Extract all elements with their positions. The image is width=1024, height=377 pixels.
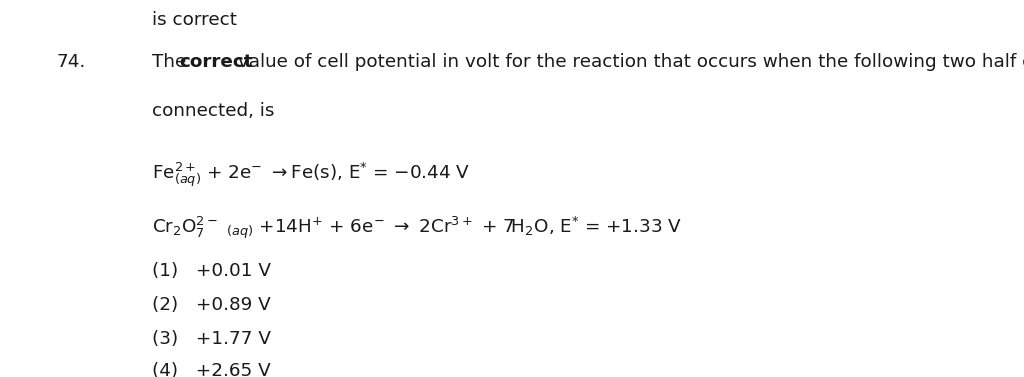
Text: (3)   +1.77 V: (3) +1.77 V xyxy=(152,330,270,348)
Text: (1)   +0.01 V: (1) +0.01 V xyxy=(152,262,270,280)
Text: is correct: is correct xyxy=(152,11,237,29)
Text: value of cell potential in volt for the reaction that occurs when the following : value of cell potential in volt for the … xyxy=(232,53,1024,71)
Text: (4)   +2.65 V: (4) +2.65 V xyxy=(152,362,270,377)
Text: correct: correct xyxy=(179,53,253,71)
Text: 74.: 74. xyxy=(56,53,86,71)
Text: Fe$^{2+}_{(aq)}$ + 2e$^{-}$ $\rightarrow$Fe(s), E$^{*}$ = $-$0.44 V: Fe$^{2+}_{(aq)}$ + 2e$^{-}$ $\rightarrow… xyxy=(152,160,470,188)
Text: Cr$_2$O$^{2-}_{7}$ $_{(aq)}$ +14H$^{+}$ + 6e$^{-}$ $\rightarrow$ 2Cr$^{3+}$ + 7H: Cr$_2$O$^{2-}_{7}$ $_{(aq)}$ +14H$^{+}$ … xyxy=(152,215,682,241)
Text: connected, is: connected, is xyxy=(152,102,274,120)
Text: (2)   +0.89 V: (2) +0.89 V xyxy=(152,296,270,314)
Text: The: The xyxy=(152,53,191,71)
